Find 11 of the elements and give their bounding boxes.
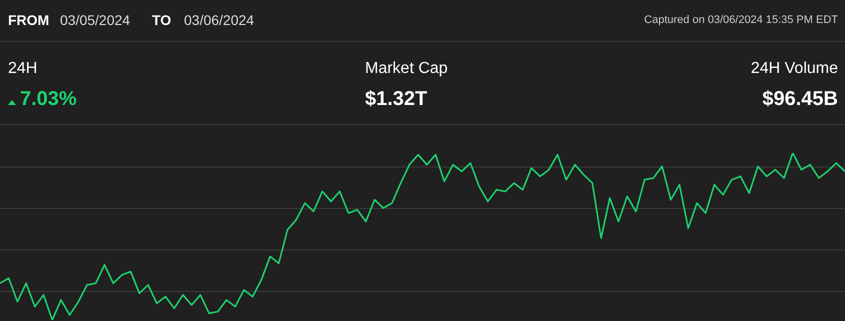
text: Captured on 03/06/2024 15:35 PM EDT (644, 14, 838, 26)
text: 24H Volume (750, 60, 838, 78)
text: 24H (8, 60, 38, 78)
text: Market Cap (365, 60, 448, 78)
text: 03/06/2024 (184, 12, 254, 28)
text: FROM (8, 12, 50, 28)
text: 03/05/2024 (60, 12, 130, 28)
text: $96.45B (762, 88, 838, 111)
text: $1.32T (365, 88, 428, 111)
text: 7.03% (20, 88, 77, 111)
text: TO (152, 12, 172, 28)
